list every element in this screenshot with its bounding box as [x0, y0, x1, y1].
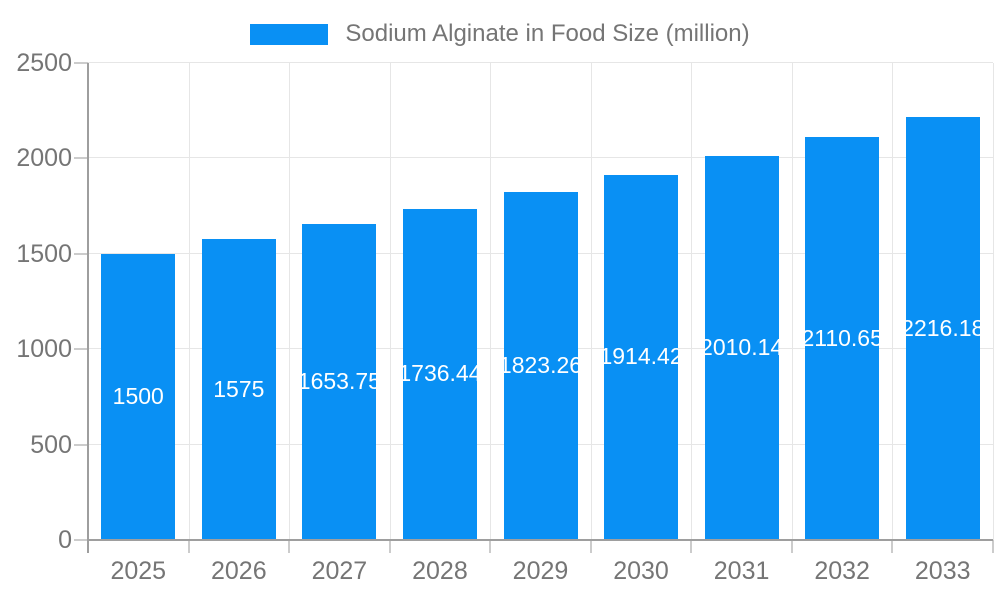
y-tick-label: 0: [58, 526, 72, 554]
y-tick-label: 1000: [16, 335, 72, 364]
x-tick-label: 2029: [512, 557, 569, 585]
v-gridline: [791, 63, 793, 540]
bar[interactable]: 1823.26: [503, 192, 578, 540]
x-axis-tick: [891, 540, 894, 553]
bar[interactable]: 1736.44: [402, 208, 477, 540]
y-axis-tick: [74, 252, 88, 255]
bar-value-label: 2216.18: [905, 314, 980, 341]
y-axis-tick: [74, 348, 88, 351]
y-axis-tick: [74, 62, 88, 64]
x-axis-tick: [288, 540, 291, 553]
bar-value-label: 1575: [213, 375, 265, 402]
bar[interactable]: 2216.18: [905, 117, 980, 540]
legend-label: Sodium Alginate in Food Size (million): [345, 20, 750, 47]
bar-value-label: 1914.42: [604, 343, 679, 370]
y-axis-tick: [74, 539, 88, 541]
y-tick-label: 2000: [16, 144, 72, 173]
x-tick-label: 2028: [412, 557, 468, 585]
bar-value-label: 1736.44: [402, 360, 477, 387]
v-gridline: [490, 63, 492, 540]
bar-value-label: 2110.65: [805, 324, 880, 351]
v-gridline: [590, 63, 592, 540]
bar[interactable]: 2110.65: [805, 137, 880, 540]
v-gridline: [691, 63, 693, 540]
y-axis-tick: [74, 443, 88, 446]
y-tick-label: 500: [30, 430, 72, 459]
v-gridline: [289, 63, 291, 540]
x-axis-tick: [790, 540, 793, 553]
bar-value-label: 1500: [112, 383, 164, 410]
y-tick-label: 2500: [16, 49, 72, 77]
x-tick-label: 2027: [311, 557, 368, 585]
x-axis-tick: [388, 540, 391, 553]
v-gridline: [389, 63, 391, 540]
x-axis-tick: [589, 540, 592, 553]
bar[interactable]: 2010.14: [704, 156, 779, 540]
bar[interactable]: 1500: [101, 253, 176, 540]
legend-swatch-icon: [250, 23, 329, 45]
y-axis-tick: [74, 157, 88, 160]
y-tick-label: 1500: [16, 239, 72, 268]
h-gridline: [88, 62, 993, 63]
x-axis-tick: [187, 540, 190, 553]
legend-item[interactable]: Sodium Alginate in Food Size (million): [250, 20, 750, 48]
y-axis-line: [87, 63, 89, 553]
v-gridline: [892, 63, 894, 540]
x-tick-label: 2025: [110, 557, 167, 585]
x-tick-label: 2032: [814, 557, 870, 585]
x-tick-label: 2033: [914, 557, 971, 585]
v-gridline: [993, 63, 994, 540]
bar-value-label: 1653.75: [302, 368, 377, 395]
bar-value-label: 2010.14: [704, 334, 779, 361]
x-tick-label: 2026: [211, 557, 267, 585]
bar[interactable]: 1914.42: [604, 174, 679, 540]
x-tick-label: 2030: [613, 557, 669, 585]
x-axis-tick: [690, 540, 693, 553]
x-axis-line: [88, 539, 993, 541]
legend: Sodium Alginate in Food Size (million): [0, 14, 1000, 54]
bar[interactable]: 1653.75: [302, 224, 377, 540]
bar-value-label: 1823.26: [503, 352, 578, 379]
x-tick-label: 2031: [713, 557, 770, 585]
bar[interactable]: 1575: [201, 239, 276, 540]
h-gridline: [88, 157, 993, 159]
x-axis-tick: [992, 540, 994, 553]
v-gridline: [188, 63, 190, 540]
x-axis-tick: [489, 540, 492, 553]
